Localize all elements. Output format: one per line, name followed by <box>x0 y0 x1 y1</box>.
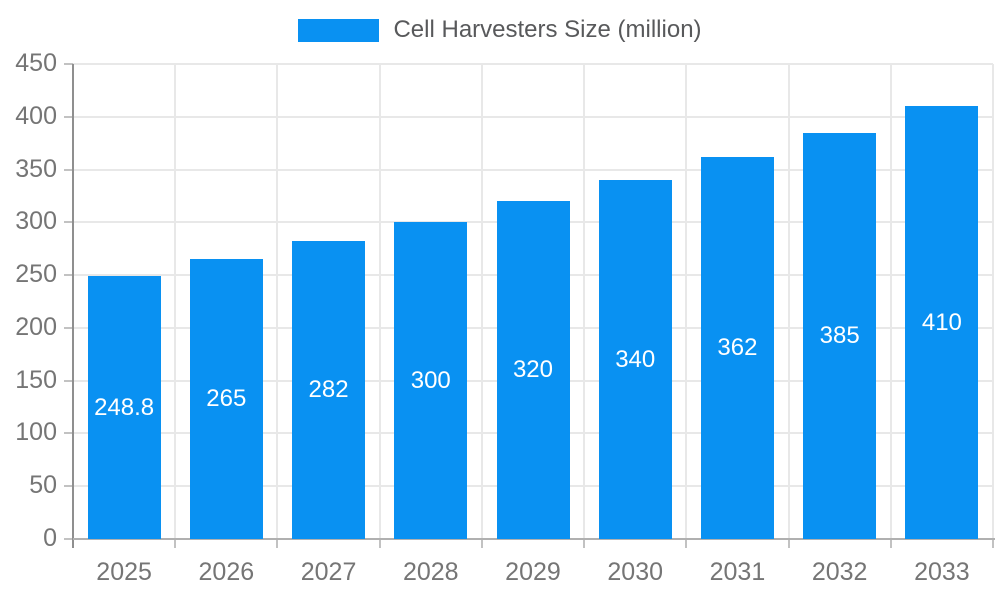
x-axis-tick <box>992 539 994 548</box>
x-gridline <box>174 64 177 539</box>
y-gridline <box>73 115 993 118</box>
y-tick-label: 50 <box>29 471 57 500</box>
y-axis-tick <box>64 485 73 488</box>
bar-2032[interactable] <box>803 132 877 539</box>
bar-value-label: 248.8 <box>94 393 155 421</box>
x-gridline <box>685 64 688 539</box>
x-gridline <box>992 64 994 539</box>
x-axis-tick <box>685 539 688 548</box>
y-axis-tick <box>64 274 73 277</box>
bar-2026[interactable] <box>189 259 263 539</box>
y-tick-label: 250 <box>15 260 57 289</box>
bar-2028[interactable] <box>394 222 468 539</box>
x-gridline <box>787 64 790 539</box>
y-tick-label: 100 <box>15 418 57 447</box>
x-axis-tick <box>480 539 483 548</box>
x-axis-tick <box>583 539 586 548</box>
bar-2030[interactable] <box>598 180 672 539</box>
x-gridline <box>378 64 381 539</box>
x-tick-label: 2027 <box>300 558 357 586</box>
legend-label: Cell Harvesters Size (million) <box>393 16 702 43</box>
bar-value-label: 410 <box>921 308 962 336</box>
y-tick-label: 450 <box>15 49 57 77</box>
y-axis-line <box>72 64 74 548</box>
y-axis-tick <box>64 538 73 540</box>
bar-value-label: 362 <box>717 333 758 361</box>
x-gridline <box>276 64 279 539</box>
x-axis-line <box>73 538 995 540</box>
y-axis-tick <box>64 63 73 65</box>
x-tick-label: 2029 <box>505 558 561 586</box>
y-axis-tick <box>64 432 73 435</box>
x-axis-tick <box>174 539 177 548</box>
legend-item[interactable]: Cell Harvesters Size (million) <box>298 16 702 44</box>
x-tick-label: 2028 <box>402 558 459 586</box>
y-axis-tick <box>64 115 73 118</box>
x-tick-label: 2025 <box>96 558 152 586</box>
x-tick-label: 2031 <box>709 558 766 586</box>
y-axis-tick <box>64 379 73 382</box>
y-axis-tick <box>64 326 73 329</box>
x-axis-tick <box>378 539 381 548</box>
bar-2033[interactable] <box>905 106 979 539</box>
chart-legend: Cell Harvesters Size (million) <box>0 16 1000 44</box>
bar-value-label: 385 <box>819 321 860 349</box>
y-tick-label: 350 <box>15 154 57 183</box>
bar-value-label: 265 <box>206 385 247 413</box>
bar-2031[interactable] <box>700 156 774 539</box>
x-gridline <box>583 64 586 539</box>
x-gridline <box>480 64 483 539</box>
x-tick-label: 2026 <box>198 558 255 586</box>
x-axis-tick <box>787 539 790 548</box>
y-gridline <box>73 63 993 65</box>
y-tick-label: 150 <box>15 365 57 394</box>
x-axis-tick <box>889 539 892 548</box>
x-tick-label: 2033 <box>914 558 970 586</box>
legend-swatch <box>298 18 380 42</box>
y-tick-label: 400 <box>15 101 57 130</box>
x-tick-label: 2030 <box>607 558 664 586</box>
x-tick-label: 2032 <box>811 558 868 586</box>
y-tick-label: 200 <box>15 312 57 341</box>
bar-2025[interactable] <box>87 276 161 539</box>
bar-value-label: 320 <box>512 356 553 384</box>
y-tick-label: 300 <box>15 207 57 236</box>
bar-value-label: 282 <box>308 376 349 404</box>
y-axis-tick <box>64 221 73 224</box>
x-axis-tick <box>276 539 279 548</box>
y-axis-tick <box>64 168 73 171</box>
x-gridline <box>889 64 892 539</box>
y-tick-label: 0 <box>43 524 57 552</box>
bar-value-label: 300 <box>410 366 451 394</box>
bar-2029[interactable] <box>496 201 570 539</box>
bar-2027[interactable] <box>292 241 366 539</box>
y-gridline <box>73 168 993 171</box>
bar-value-label: 340 <box>615 345 656 373</box>
